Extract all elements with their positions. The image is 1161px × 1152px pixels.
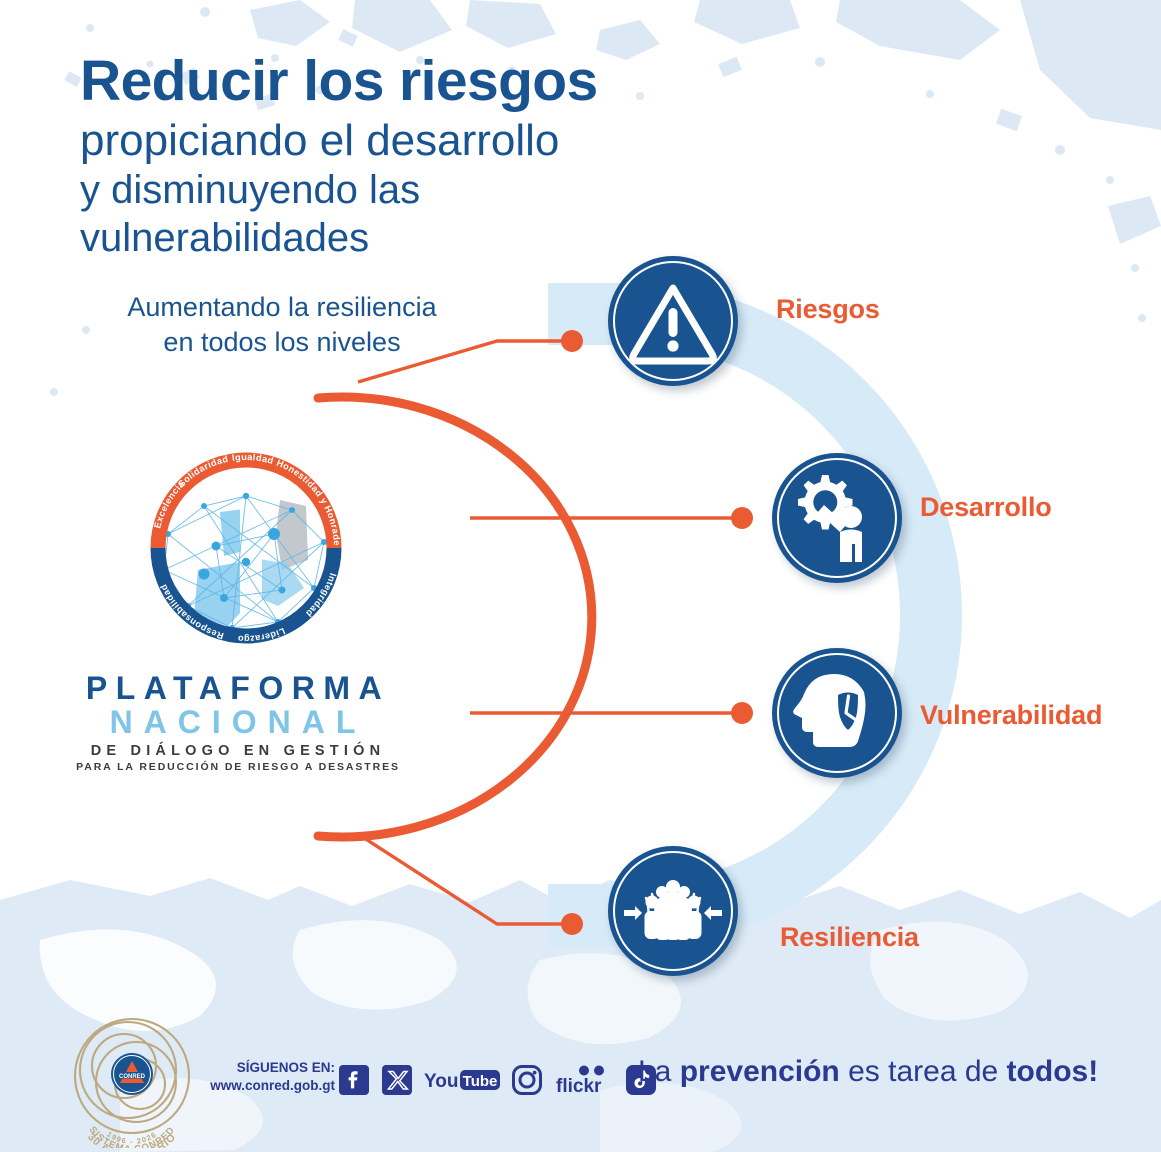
youtube-icon[interactable]: You Tube [424, 1066, 500, 1094]
connector-resiliencia [357, 832, 570, 926]
logo-ring-blue [150, 547, 342, 644]
circle-inner-ring [777, 458, 897, 578]
headline-line-1: Reducir los riesgos [80, 49, 598, 113]
subheadline-line-2: en todos los niveles [163, 326, 401, 357]
arc-band [629, 283, 962, 947]
desarrollo-circle[interactable] [772, 453, 902, 583]
svg-text:flickr: flickr [556, 1076, 602, 1096]
follow-label: SÍGUENOS EN: [236, 1060, 335, 1075]
instagram-icon[interactable] [511, 1064, 543, 1096]
circle-inner-ring [777, 653, 897, 773]
plataforma-logo-mark: Excelencia Solidaridad Igualdad Honestid… [126, 422, 364, 666]
logo-ring-orange [150, 452, 342, 549]
resiliencia-circle[interactable] [608, 846, 738, 976]
svg-text:Tube: Tube [463, 1073, 498, 1090]
wordmark-plataforma: PLATAFORMA [85, 670, 391, 706]
wordmark-nacional: NACIONAL [109, 704, 367, 740]
anniversary-seal: CONRED 30 ANIVERSARIO SISTEMA CONRED 199… [58, 1008, 206, 1152]
website-url[interactable]: www.conred.gob.gt [210, 1077, 335, 1093]
x-twitter-icon[interactable] [381, 1064, 413, 1096]
riesgos-circle[interactable] [608, 256, 738, 386]
connector-dot-desarrollo [731, 507, 753, 529]
headline-line-2: propiciando el desarrollo [80, 116, 560, 166]
riesgos-label: Riesgos [776, 294, 880, 324]
plataforma-wordmark: PLATAFORMA NACIONAL DE DIÁLOGO EN GESTIÓ… [58, 672, 418, 773]
desarrollo-label: Desarrollo [920, 492, 1052, 522]
vulnerabilidad-circle[interactable] [772, 648, 902, 778]
resiliencia-label: Resiliencia [780, 922, 919, 952]
circle-inner-ring [613, 851, 733, 971]
flickr-icon[interactable]: flickr [554, 1064, 614, 1096]
connector-dot-vulnerabilidad [731, 702, 753, 724]
tagline-part-c: es tarea de [839, 1055, 1007, 1088]
tagline-part-d: todos! [1006, 1055, 1099, 1088]
headline-line-3: y disminuyendo las vulnerabilidades [80, 167, 700, 261]
wordmark-tagline-2: PARA LA REDUCCIÓN DE RIESGO A DESASTRES [76, 761, 400, 774]
headline-block: Reducir los riesgos propiciando el desar… [80, 52, 700, 262]
connector-dot-resiliencia [561, 913, 583, 935]
wordmark-tagline-1: DE DIÁLOGO EN GESTIÓN [90, 742, 386, 759]
head-cracked-shield-icon [793, 674, 866, 747]
tagline-part-b: prevención [679, 1055, 840, 1088]
circle-inner-ring [613, 261, 733, 381]
subheadline-block: Aumentando la resiliencia en todos los n… [96, 290, 468, 359]
social-links[interactable]: You Tube flickr [338, 1060, 657, 1100]
headline-line-3b: vulnerabilidades [80, 215, 370, 260]
connector-dot-riesgos [561, 330, 583, 352]
tiktok-icon[interactable] [625, 1064, 657, 1096]
people-compression-arrows-icon [624, 880, 722, 940]
subheadline-line-1: Aumentando la resiliencia [127, 292, 437, 322]
warning-triangle-icon [629, 284, 717, 365]
follow-us-block: SÍGUENOS EN: www.conred.gob.gt [205, 1059, 335, 1095]
tagline-part-a: ¡La [628, 1055, 680, 1088]
svg-text:You: You [424, 1071, 458, 1092]
person-gear-icon [798, 475, 862, 562]
facebook-icon[interactable] [338, 1064, 370, 1096]
prevention-tagline: ¡La prevención es tarea de todos! [628, 1055, 1098, 1089]
headline-line-3a: y disminuyendo las [80, 168, 421, 213]
vulnerabilidad-label: Vulnerabilidad [920, 700, 1103, 730]
seal-emblem-text: CONRED [119, 1074, 146, 1080]
